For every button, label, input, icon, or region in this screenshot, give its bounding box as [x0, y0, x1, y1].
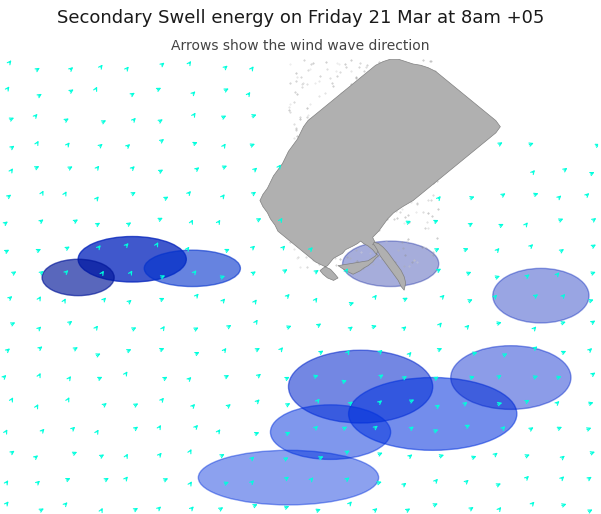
Ellipse shape: [42, 259, 114, 296]
Text: Secondary Swell energy on Friday 21 Mar at 8am +05: Secondary Swell energy on Friday 21 Mar …: [57, 9, 544, 27]
Ellipse shape: [493, 268, 589, 323]
Ellipse shape: [343, 241, 439, 287]
Ellipse shape: [288, 350, 433, 423]
Text: Arrows show the wind wave direction: Arrows show the wind wave direction: [171, 39, 430, 53]
Ellipse shape: [198, 450, 379, 505]
Ellipse shape: [451, 346, 571, 409]
Polygon shape: [373, 242, 406, 290]
Ellipse shape: [144, 250, 240, 287]
Ellipse shape: [349, 377, 517, 450]
Ellipse shape: [78, 236, 186, 282]
Polygon shape: [260, 59, 500, 281]
Ellipse shape: [270, 405, 391, 460]
